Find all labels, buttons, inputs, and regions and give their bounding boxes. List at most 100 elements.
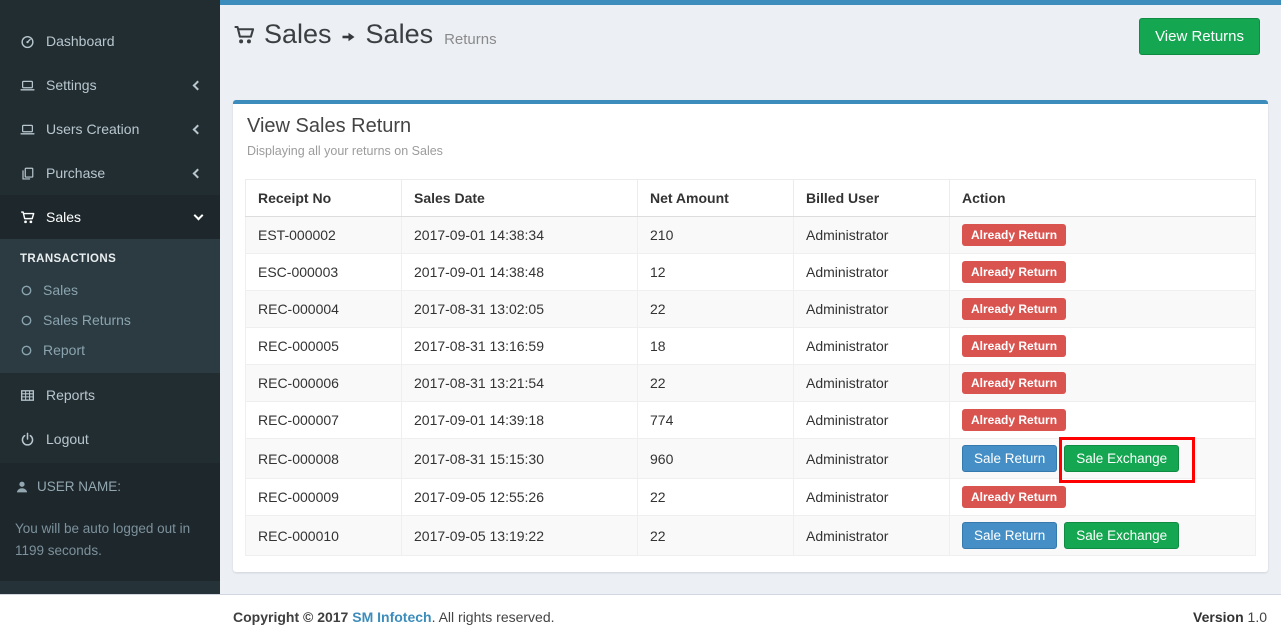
already-return-badge: Already Return [962,372,1067,394]
chevron-left-icon [192,80,203,90]
view-returns-button[interactable]: View Returns [1139,18,1260,55]
cell-sales-date: 2017-09-01 14:39:18 [401,401,638,439]
arrow-right-icon [341,29,357,45]
cell-actions: Already Return [949,290,1256,328]
cell-net-amount: 22 [637,478,794,516]
table-row: REC-000005 2017-08-31 13:16:59 18 Administr… [245,327,1256,365]
panel-subtitle: Displaying all your returns on Sales [247,144,443,158]
table-row: ESC-000003 2017-09-01 14:38:48 12 Administr… [245,253,1256,291]
already-return-badge: Already Return [962,261,1067,283]
table-row: REC-000009 2017-09-05 12:55:26 22 Administr… [245,478,1256,516]
already-return-badge: Already Return [962,409,1067,431]
header-row: Receipt No Sales Date Net Amount Billed … [245,179,1256,217]
table-wrap: Receipt No Sales Date Net Amount Billed … [233,179,1268,556]
cell-net-amount: 22 [637,364,794,402]
cell-billed-user: Administrator [793,253,950,291]
cell-billed-user: Administrator [793,478,950,516]
title-primary: Sales [264,19,332,49]
table-icon [20,388,35,403]
sidebar-submenu: TRANSACTIONS Sales Sales Returns Report [0,239,220,373]
laptop-icon [20,122,35,137]
cell-receipt-no: REC-000008 [245,438,402,479]
cell-sales-date: 2017-08-31 13:02:05 [401,290,638,328]
cell-billed-user: Administrator [793,401,950,439]
copy-icon [20,166,35,181]
sidebar-item-purchase[interactable]: Purchase [0,151,220,195]
cell-receipt-no: ESC-000003 [245,253,402,291]
col-sales-date: Sales Date [401,179,638,217]
cell-receipt-no: REC-000009 [245,478,402,516]
copyright: Copyright © 2017 SM Infotech. All rights… [233,609,555,625]
sidebar-submenu-items: Sales Sales Returns Report [0,275,220,365]
main-content: Sales Sales Returns View Returns View Sa… [220,0,1281,594]
table-row: REC-000007 2017-09-01 14:39:18 774 Administ… [245,401,1256,439]
sidebar-item-label: Sales [46,209,82,225]
col-billed-user: Billed User [793,179,950,217]
cell-net-amount: 774 [637,401,794,439]
cell-actions: Already Return [949,364,1256,402]
sidebar-item-label: Settings [46,77,97,93]
cell-billed-user: Administrator [793,216,950,254]
sidebar-item-report[interactable]: Report [0,335,220,365]
panel-heading: View Sales Return Displaying all your re… [233,104,1268,166]
company-link[interactable]: SM Infotech [352,609,432,625]
sidebar-item-dashboard[interactable]: Dashboard [0,19,220,63]
user-heading: USER NAME: [15,479,205,494]
col-net-amount: Net Amount [637,179,794,217]
sidebar-item-label: Reports [46,387,96,403]
dashboard-icon [20,34,35,49]
cart-icon [20,210,35,225]
sidebar-item-settings[interactable]: Settings [0,63,220,107]
cell-billed-user: Administrator [793,515,950,556]
cell-net-amount: 22 [637,515,794,556]
sidebar-item-label: Logout [46,431,89,447]
sidebar-item-sales[interactable]: Sales [0,275,220,305]
user-panel: USER NAME: You will be auto logged out i… [0,463,220,582]
cell-sales-date: 2017-09-01 14:38:48 [401,253,638,291]
cell-billed-user: Administrator [793,290,950,328]
cell-net-amount: 18 [637,327,794,365]
sidebar-item-label: Report [43,342,86,358]
cell-billed-user: Administrator [793,438,950,479]
cell-billed-user: Administrator [793,327,950,365]
cell-actions: Already Return [949,401,1256,439]
sidebar-spacer [0,581,220,594]
sidebar-item-label: Sales [43,282,79,298]
cell-receipt-no: EST-000002 [245,216,402,254]
sidebar-item-label: Purchase [46,165,106,181]
sidebar-item-sales-returns[interactable]: Sales Returns [0,305,220,335]
sale-return-button[interactable]: Sale Return [962,522,1058,549]
sales-return-panel: View Sales Return Displaying all your re… [233,100,1268,572]
cell-net-amount: 22 [637,290,794,328]
circle-icon [20,314,33,327]
sidebar-item-logout[interactable]: Logout [0,417,220,461]
power-icon [20,432,35,447]
user-heading-label: USER NAME: [37,479,122,494]
user-icon [15,480,29,494]
already-return-badge: Already Return [962,298,1067,320]
table-row: REC-000010 2017-09-05 13:19:22 22 Administr… [245,515,1256,556]
already-return-badge: Already Return [962,335,1067,357]
chevron-left-icon [192,124,203,134]
cell-sales-date: 2017-09-01 14:38:34 [401,216,638,254]
sidebar-item-sales[interactable]: Sales [0,195,220,239]
top-accent-bar [220,0,1281,5]
copyright-prefix: Copyright © 2017 [233,609,353,625]
cell-billed-user: Administrator [793,364,950,402]
cell-net-amount: 960 [637,438,794,479]
sidebar-item-reports[interactable]: Reports [0,373,220,417]
sidebar-item-label: Users Creation [46,121,140,137]
cell-actions: Sale Return Sale Exchange [949,437,1256,483]
version: Version 1.0 [1193,609,1267,625]
sale-exchange-button[interactable]: Sale Exchange [1064,445,1180,472]
laptop-icon [20,78,35,93]
sidebar-item-users-creation[interactable]: Users Creation [0,107,220,151]
table-row: REC-000006 2017-08-31 13:21:54 22 Administr… [245,364,1256,402]
page-title: Sales Sales Returns [233,19,1268,50]
table-row: REC-000008 2017-08-31 15:15:30 960 Administ… [245,437,1256,483]
cell-actions: Already Return [949,327,1256,365]
sale-exchange-button[interactable]: Sale Exchange [1064,522,1180,549]
sale-return-button[interactable]: Sale Return [962,445,1058,472]
table-row: EST-000002 2017-09-01 14:38:34 210 Administ… [245,216,1256,254]
chevron-left-icon [192,168,203,178]
